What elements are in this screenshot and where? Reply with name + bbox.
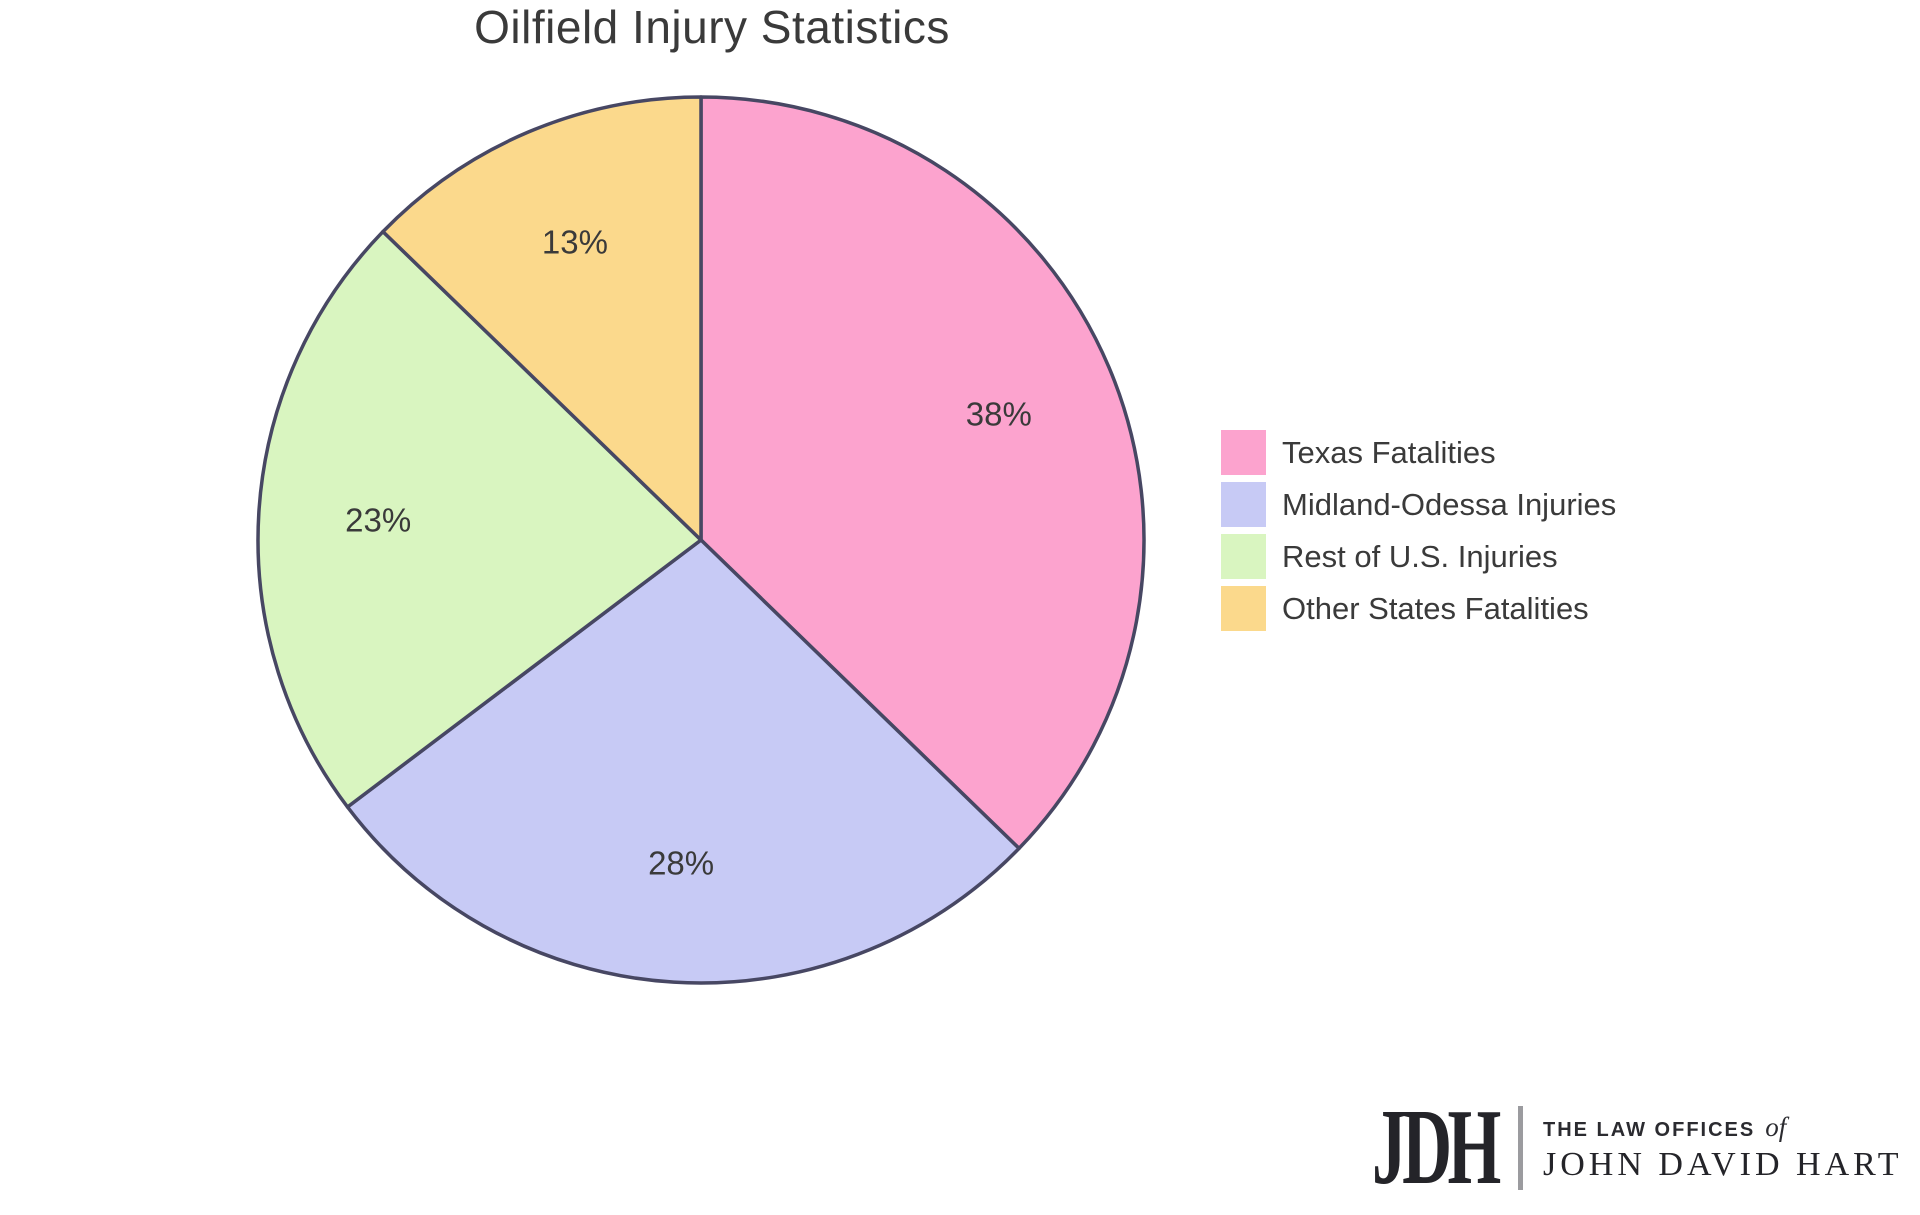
logo-divider (1518, 1106, 1523, 1190)
pie-slice-percent-label: 38% (966, 395, 1032, 432)
legend-label: Rest of U.S. Injuries (1282, 538, 1558, 574)
legend-item-rest-of-u-s-injuries[interactable]: Rest of U.S. Injuries (1221, 534, 1616, 579)
legend-swatch (1221, 534, 1266, 579)
chart-legend: Texas Fatalities Midland-Odessa Injuries R… (1221, 430, 1616, 631)
logo-monogram: JDH (1372, 1088, 1501, 1208)
legend-swatch (1221, 482, 1266, 527)
chart-title: Oilfield Injury Statistics (474, 1, 950, 53)
legend-label: Texas Fatalities (1282, 434, 1496, 470)
legend-swatch (1221, 430, 1266, 475)
pie-slice-midland-odessa-injuries[interactable] (345, 538, 1021, 985)
legend-label: Other States Fatalities (1282, 590, 1589, 626)
pie-slice-other-states-fatalities[interactable] (381, 95, 703, 542)
legend-swatch (1221, 586, 1266, 631)
pie-slice-percent-label: 13% (542, 224, 608, 261)
pie-slice-rest-of-u-s-injuries[interactable] (256, 229, 703, 809)
logo-text: THE LAW OFFICES of JOHN DAVID HART (1543, 1112, 1903, 1184)
legend-item-other-states-fatalities[interactable]: Other States Fatalities (1221, 586, 1616, 631)
legend-label: Midland-Odessa Injuries (1282, 486, 1617, 522)
pie-slice-percent-label: 23% (345, 502, 411, 539)
legend-item-texas-fatalities[interactable]: Texas Fatalities (1221, 430, 1616, 475)
logo-tagline-of: of (1765, 1112, 1787, 1142)
pie-slice-percent-label: 28% (648, 844, 714, 881)
law-firm-logo: JDH THE LAW OFFICES of JOHN DAVID HART (1372, 1088, 1903, 1208)
logo-tagline: THE LAW OFFICES of (1543, 1112, 1903, 1143)
logo-monogram-wrap: JDH (1372, 1088, 1510, 1208)
legend-item-midland-odessa-injuries[interactable]: Midland-Odessa Injuries (1221, 482, 1616, 527)
pie-slice-texas-fatalities[interactable] (699, 95, 1146, 851)
logo-firm-name: JOHN DAVID HART (1543, 1146, 1903, 1183)
logo-tagline-caps: THE LAW OFFICES (1543, 1119, 1756, 1141)
